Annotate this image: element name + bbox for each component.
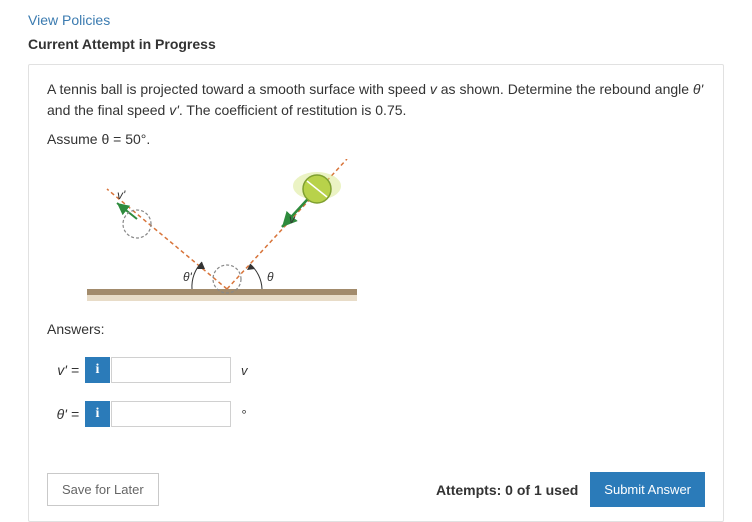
answer-unit-thetaprime: ° <box>241 407 246 422</box>
answer-input-vprime[interactable] <box>111 357 231 383</box>
save-for-later-button[interactable]: Save for Later <box>47 473 159 506</box>
problem-part4: . The coefficient of restitution is 0.75… <box>179 102 407 118</box>
problem-theta-prime: θ' <box>693 81 703 97</box>
diagram-thetaprime-label: θ' <box>183 270 193 284</box>
answer-row-vprime: v' = i v <box>55 357 705 383</box>
diagram-v-label: v <box>289 212 296 226</box>
problem-text: A tennis ball is projected toward a smoo… <box>47 79 705 121</box>
section-title: Current Attempt in Progress <box>28 36 724 52</box>
problem-v: v <box>430 81 437 97</box>
diagram-vprime-label: v' <box>117 188 126 202</box>
answer-row-thetaprime: θ' = i ° <box>55 401 705 427</box>
page-container: View Policies Current Attempt in Progres… <box>0 0 752 522</box>
footer-right: Attempts: 0 of 1 used Submit Answer <box>436 472 705 507</box>
assume-text: Assume θ = 50°. <box>47 131 705 147</box>
info-icon[interactable]: i <box>85 357 111 383</box>
answer-unit-vprime: v <box>241 363 248 378</box>
submit-answer-button[interactable]: Submit Answer <box>590 472 705 507</box>
answer-label-vprime: v' = <box>55 362 85 378</box>
footer-row: Save for Later Attempts: 0 of 1 used Sub… <box>47 472 705 507</box>
info-icon[interactable]: i <box>85 401 111 427</box>
problem-part1: A tennis ball is projected toward a smoo… <box>47 81 430 97</box>
problem-part2: as shown. Determine the rebound angle <box>437 81 693 97</box>
attempts-text: Attempts: 0 of 1 used <box>436 482 578 498</box>
content-box: A tennis ball is projected toward a smoo… <box>28 64 724 522</box>
answer-input-thetaprime[interactable] <box>111 401 231 427</box>
problem-v-prime: v' <box>169 102 179 118</box>
problem-part3: and the final speed <box>47 102 169 118</box>
answer-label-thetaprime: θ' = <box>55 406 85 422</box>
diagram-theta-label: θ <box>267 270 274 284</box>
view-policies-link[interactable]: View Policies <box>28 12 724 28</box>
answers-label: Answers: <box>47 321 705 337</box>
diagram: v v' θ θ' <box>67 159 357 309</box>
